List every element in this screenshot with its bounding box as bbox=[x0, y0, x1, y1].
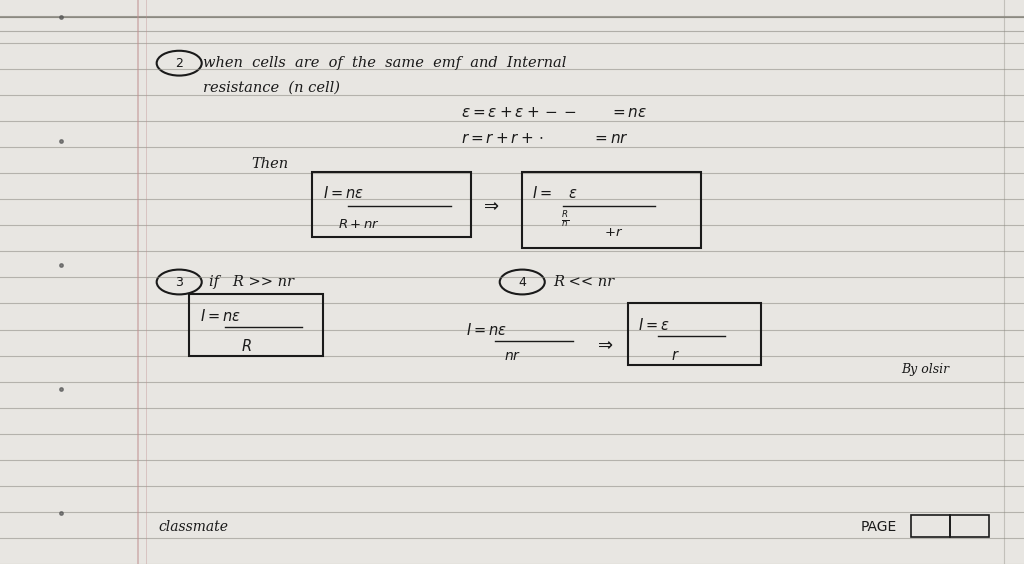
Bar bbox=[189, 294, 323, 356]
Bar bbox=[522, 172, 701, 248]
Bar bbox=[950, 515, 989, 537]
Text: PAGE: PAGE bbox=[860, 521, 896, 534]
Text: $I = \quad\varepsilon$: $I = \quad\varepsilon$ bbox=[532, 185, 579, 201]
Bar bbox=[911, 515, 950, 537]
Text: if   R >> nr: if R >> nr bbox=[209, 275, 294, 289]
Bar bbox=[628, 303, 761, 365]
Text: $I = \varepsilon$: $I = \varepsilon$ bbox=[638, 317, 670, 333]
Text: $I = n\varepsilon$: $I = n\varepsilon$ bbox=[323, 185, 364, 201]
Text: $R$: $R$ bbox=[241, 338, 252, 354]
Bar bbox=[312, 172, 471, 237]
Text: $+ r$: $+ r$ bbox=[604, 226, 624, 239]
Text: $I = n\varepsilon$: $I = n\varepsilon$ bbox=[466, 322, 507, 338]
Text: $r$: $r$ bbox=[671, 348, 680, 363]
Text: $\Rightarrow$: $\Rightarrow$ bbox=[479, 196, 500, 214]
Text: 3: 3 bbox=[175, 275, 183, 289]
Text: when  cells  are  of  the  same  emf  and  Internal: when cells are of the same emf and Inter… bbox=[203, 56, 566, 70]
Text: 4: 4 bbox=[518, 275, 526, 289]
Text: $r = r + r + \cdot\quad\qquad = nr$: $r = r + r + \cdot\quad\qquad = nr$ bbox=[461, 131, 629, 146]
Text: Then: Then bbox=[251, 157, 288, 170]
Text: $nr$: $nr$ bbox=[504, 350, 521, 363]
Text: $R + nr$: $R + nr$ bbox=[338, 218, 380, 231]
Text: $\varepsilon = \varepsilon + \varepsilon + -- \quad\quad = n\varepsilon$: $\varepsilon = \varepsilon + \varepsilon… bbox=[461, 105, 647, 120]
Text: classmate: classmate bbox=[159, 521, 228, 534]
Text: 2: 2 bbox=[175, 56, 183, 70]
Text: By olsir: By olsir bbox=[901, 363, 949, 376]
Text: $I = n\varepsilon$: $I = n\varepsilon$ bbox=[200, 308, 241, 324]
Text: $\Rightarrow$: $\Rightarrow$ bbox=[594, 335, 614, 353]
Text: resistance  (n cell): resistance (n cell) bbox=[203, 81, 340, 94]
Text: $\frac{R}{n}$: $\frac{R}{n}$ bbox=[561, 210, 569, 230]
Text: R << nr: R << nr bbox=[553, 275, 614, 289]
